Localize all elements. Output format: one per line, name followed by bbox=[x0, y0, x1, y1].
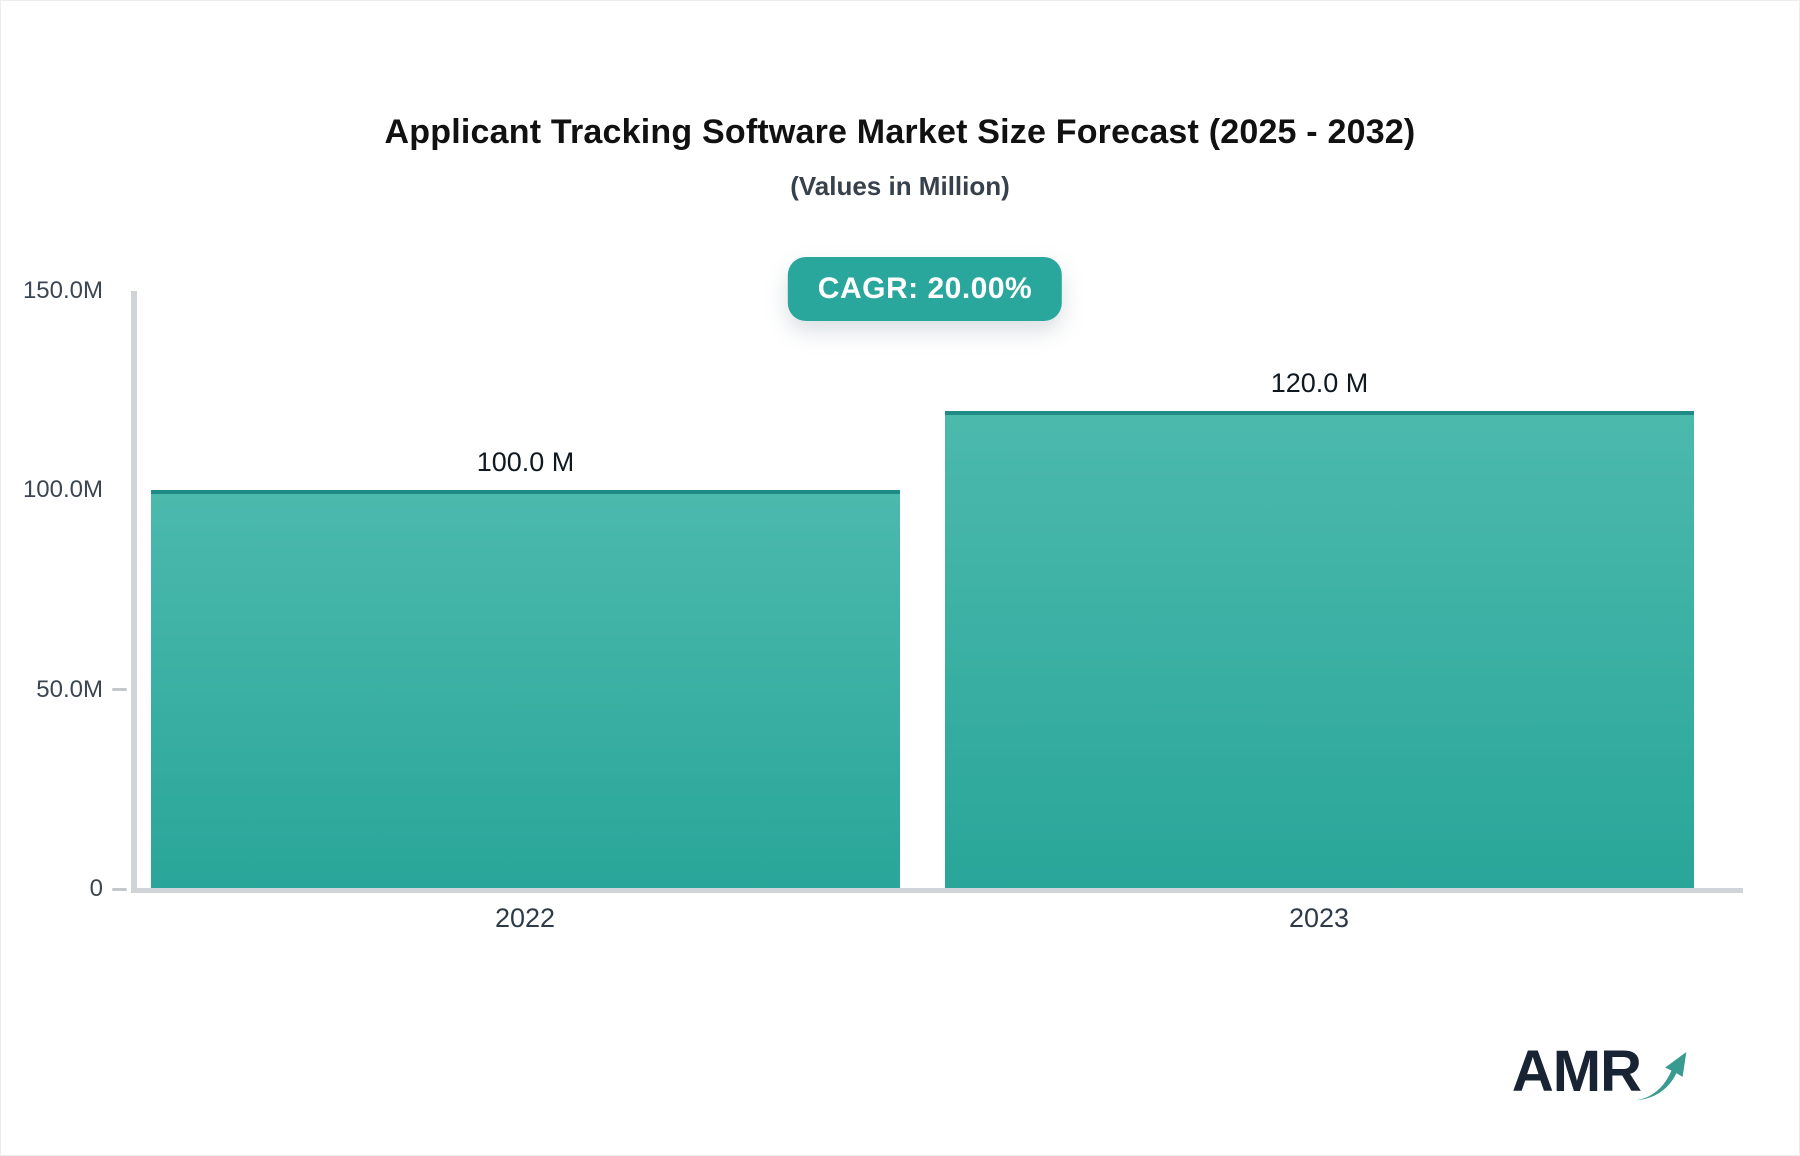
growth-arrow-icon bbox=[1635, 1051, 1687, 1100]
tick-dash bbox=[112, 887, 127, 891]
y-tick-label: 150.0M bbox=[22, 277, 103, 304]
chart-title: Applicant Tracking Software Market Size … bbox=[384, 113, 1416, 151]
y-tick-150: 150.0M bbox=[1, 277, 127, 305]
bar-value-label: 100.0 M bbox=[476, 447, 575, 478]
x-axis-line bbox=[131, 888, 1743, 893]
bar-2023 bbox=[945, 410, 1694, 889]
x-axis-labels: 2022 2023 bbox=[131, 903, 1743, 939]
chart-subtitle: (Values in Million) bbox=[790, 171, 1010, 201]
bar-group-2023: 120.0 M bbox=[945, 291, 1694, 889]
bar-value-label: 120.0 M bbox=[1270, 367, 1369, 398]
y-tick-label: 50.0M bbox=[36, 675, 103, 703]
y-tick-100: 100.0M bbox=[1, 476, 127, 504]
y-axis-line bbox=[131, 291, 137, 893]
bar-group-2022: 100.0 M bbox=[151, 291, 900, 889]
plot-area: 100.0 M 120.0 M bbox=[131, 291, 1743, 893]
y-tick-50: 50.0M bbox=[1, 676, 127, 704]
x-label-2022: 2022 bbox=[494, 903, 556, 933]
amr-logo: AMR bbox=[1512, 1038, 1695, 1105]
tick-dash bbox=[112, 688, 127, 692]
bar-2022 bbox=[151, 490, 900, 889]
amr-logo-text: AMR bbox=[1511, 1039, 1642, 1104]
y-axis: 150.0M 100.0M 50.0M 0 bbox=[1, 277, 127, 902]
y-tick-label: 0 bbox=[89, 875, 103, 902]
y-tick-0: 0 bbox=[1, 875, 127, 903]
cagr-badge: CAGR: 20.00% bbox=[787, 257, 1063, 321]
y-tick-label: 100.0M bbox=[22, 476, 103, 504]
x-label-2023: 2023 bbox=[1288, 903, 1350, 933]
